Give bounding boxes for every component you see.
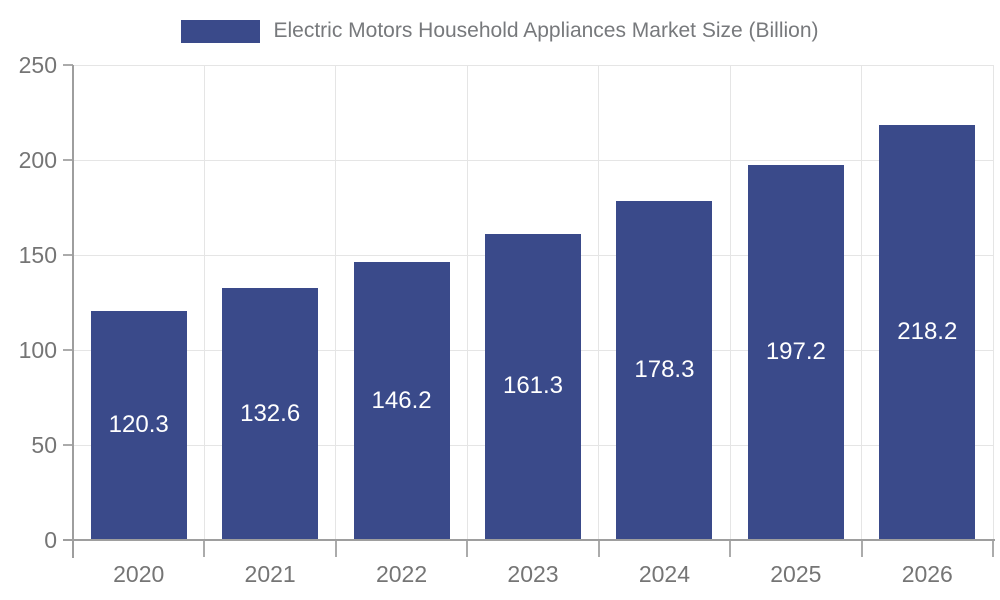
legend-series-label[interactable]: Electric Motors Household Appliances Mar… [273,19,819,42]
x-tick [597,541,600,557]
y-tick-label: 0 [44,527,57,553]
x-tick [203,541,206,557]
x-gridline [992,65,994,540]
y-tick-label: 100 [18,337,57,363]
y-tick-label: 250 [18,52,57,78]
bar-value-label: 178.3 [634,356,695,384]
legend: Electric Motors Household Appliances Mar… [0,17,1000,45]
x-tick-label: 2020 [113,561,165,587]
y-tick-label: 50 [31,432,57,458]
x-gridline [861,65,863,540]
x-tick [992,541,994,557]
bar-value-label: 132.6 [240,399,301,427]
x-tick [334,541,337,557]
y-tick-label: 150 [18,242,57,268]
x-tick [860,541,863,557]
y-tick [63,64,73,66]
y-gridline [73,64,993,66]
y-tick [63,159,73,161]
bar-value-label: 161.3 [502,372,564,400]
x-gridline [729,65,731,540]
legend-swatch[interactable] [181,19,261,43]
y-tick-label: 200 [18,147,57,173]
bar-2025[interactable]: 197.2 [747,165,844,539]
x-tick-label: 2022 [375,561,428,587]
x-gridline [466,65,468,540]
bar-value-label: 146.2 [371,386,432,414]
bar-2023[interactable]: 161.3 [485,233,581,539]
x-gridline [598,65,600,540]
x-gridline [335,65,337,540]
x-tick-label: 2021 [244,561,296,587]
x-tick-label: 2025 [770,561,822,587]
bar-value-label: 197.2 [765,338,826,366]
bar-2020[interactable]: 120.3 [90,311,187,539]
x-tick [729,541,732,557]
x-gridline [203,65,205,540]
bar-2022[interactable]: 146.2 [353,262,450,539]
x-tick-label: 2024 [638,561,690,587]
x-tick-label: 2023 [507,561,559,587]
y-tick [63,444,73,446]
bar-2024[interactable]: 178.3 [616,201,713,539]
bar-2026[interactable]: 218.2 [879,125,976,539]
y-tick [63,254,73,256]
y-axis-line [72,65,74,558]
bar-value-label: 218.2 [897,318,958,346]
y-tick [63,349,73,351]
bar-2021[interactable]: 132.6 [222,288,319,539]
x-tick [466,541,469,557]
y-gridline [73,159,993,161]
bar-value-label: 120.3 [108,411,169,439]
x-tick-label: 2026 [901,561,953,587]
x-axis-line [63,539,995,541]
